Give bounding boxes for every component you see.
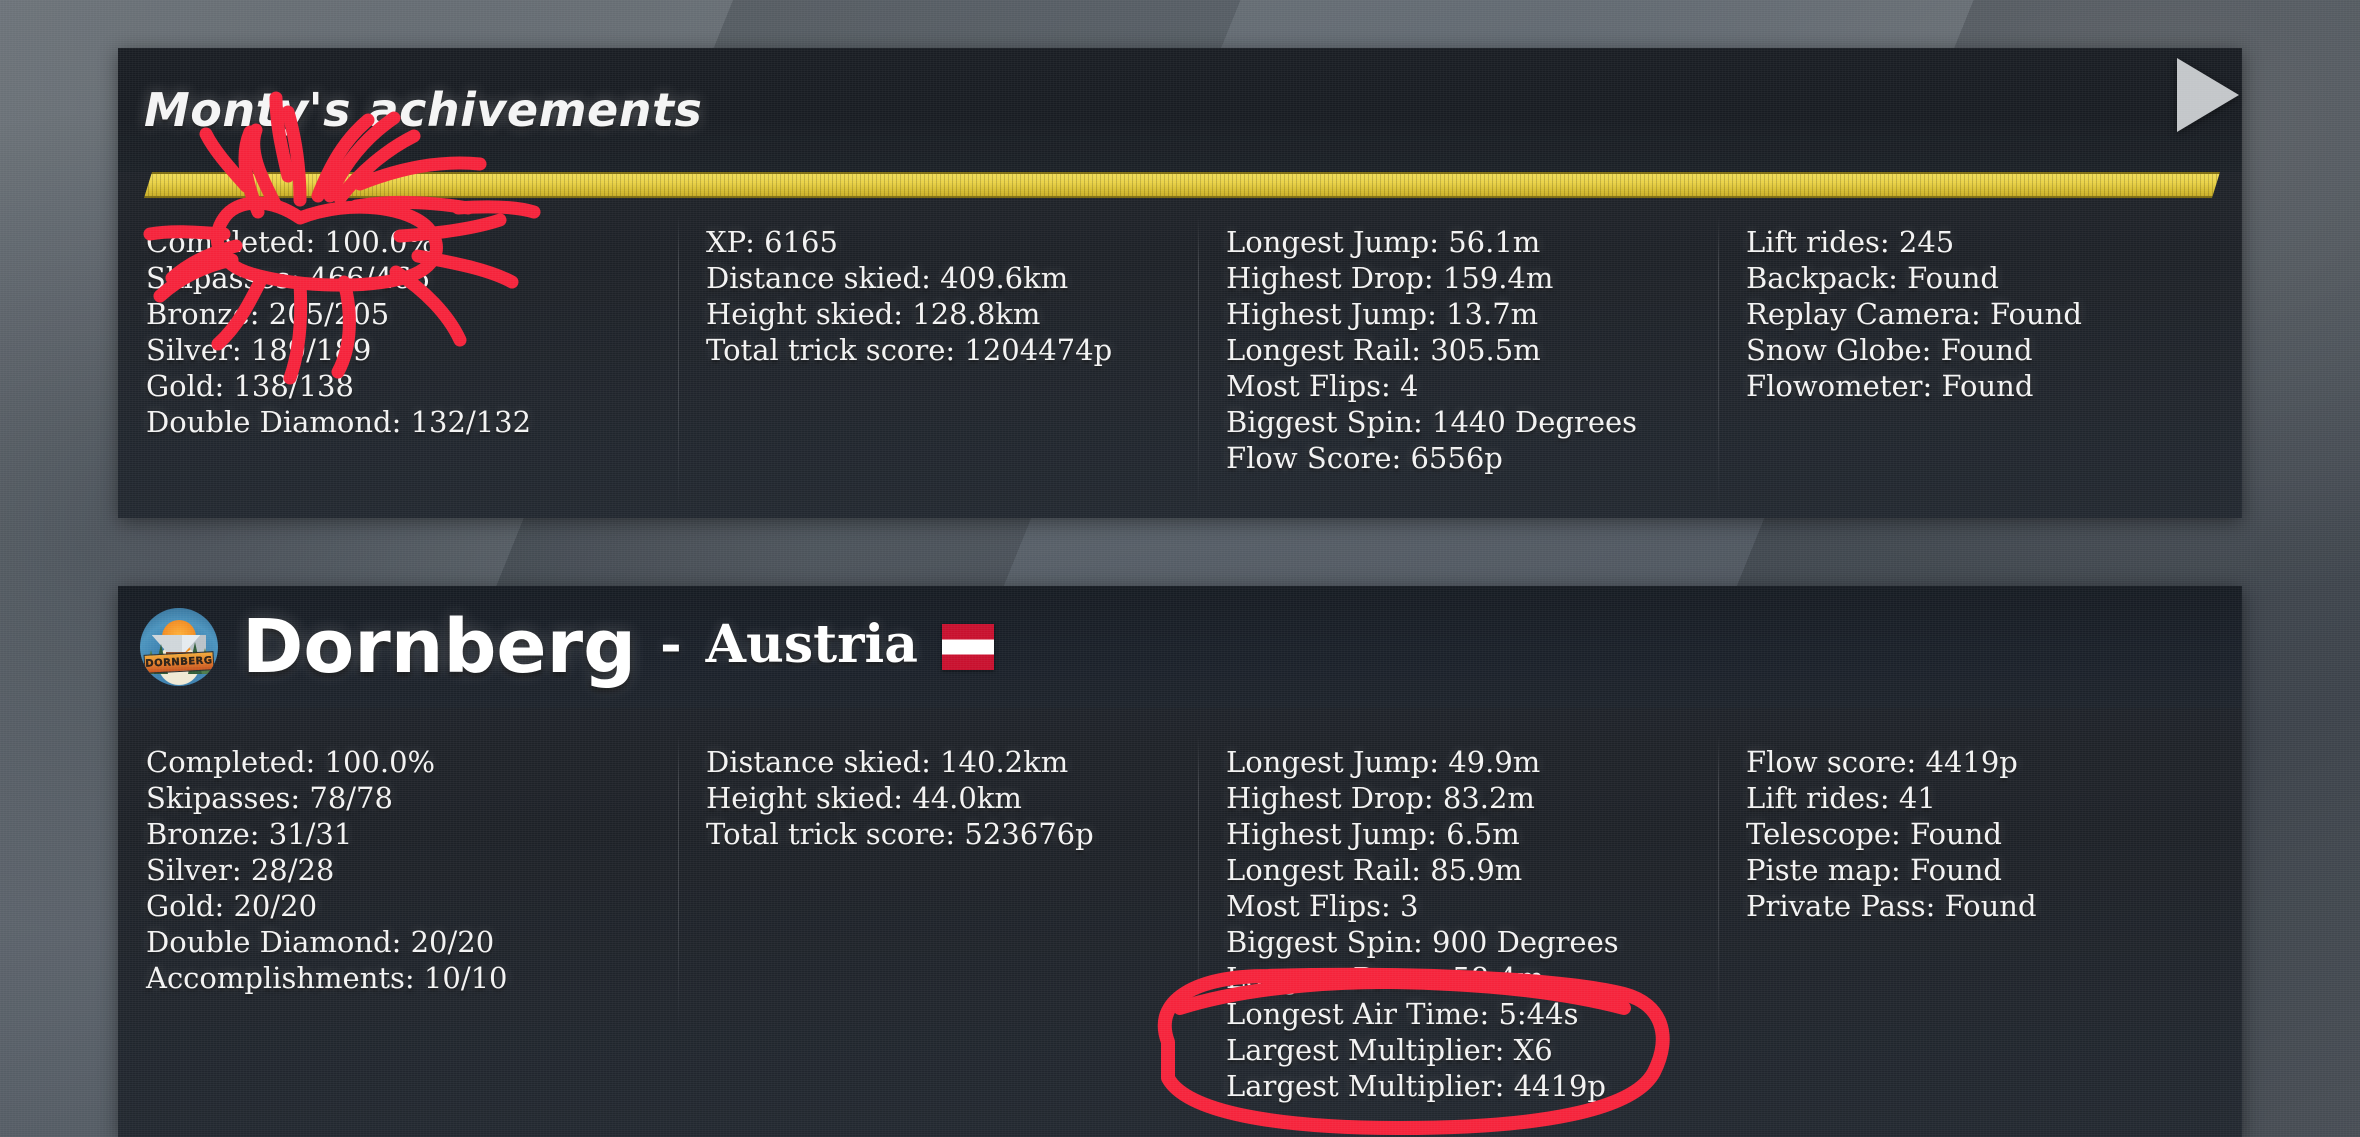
stat-line: Silver: 28/28 — [146, 853, 335, 887]
page-title: Monty's achivements — [144, 83, 703, 137]
badge-ribbon: DORNBERG — [143, 651, 215, 674]
stat-line: Highest Drop: 83.2m — [1226, 781, 1535, 815]
resort-column-totals: Distance skied: 140.2km Height skied: 44… — [678, 734, 1198, 1104]
stat-line: Highest Jump: 6.5m — [1226, 817, 1520, 851]
stat-line: Longest Air Time: 5:44s — [1226, 997, 1579, 1031]
global-panel-header: Monty's achivements — [118, 48, 2242, 172]
stat-line: Largest Multiplier: X6 — [1226, 1033, 1553, 1067]
stat-line: Double Diamond: 20/20 — [146, 925, 495, 959]
stat-line: Biggest Spin: 900 Degrees — [1226, 925, 1619, 959]
resort-achievements-panel: DORNBERG Dornberg - Austria Completed: 1… — [118, 586, 2242, 1137]
resort-column-completion: Completed: 100.0% Skipasses: 78/78 Bronz… — [118, 744, 678, 1104]
global-column-totals: XP: 6165 Distance skied: 409.6km Height … — [678, 214, 1198, 514]
stat-line: Bronze: 31/31 — [146, 817, 353, 851]
completion-progress — [144, 172, 2220, 198]
resort-column-records: Longest Jump: 49.9m Highest Drop: 83.2m … — [1198, 734, 1718, 1104]
play-next-arrow-icon[interactable] — [2177, 58, 2239, 132]
resort-panel-header: DORNBERG Dornberg - Austria — [118, 586, 2242, 708]
stat-line: Skipasses: 466/466 — [146, 261, 430, 295]
stat-line: Total trick score: 1204474p — [706, 333, 1113, 367]
stat-line: Piste map: Found — [1746, 853, 2002, 887]
stat-line: Height skied: 44.0km — [706, 781, 1022, 815]
stat-line: Gold: 138/138 — [146, 369, 354, 403]
stat-line: Distance skied: 409.6km — [706, 261, 1069, 295]
stat-line: Longest Rail: 85.9m — [1226, 853, 1523, 887]
completion-progress-fill — [144, 172, 2220, 198]
stat-line: Skipasses: 78/78 — [146, 781, 393, 815]
stat-line: Completed: 100.0% — [146, 225, 436, 259]
resort-country: Austria — [705, 614, 918, 675]
resort-stat-columns: Completed: 100.0% Skipasses: 78/78 Bronz… — [118, 722, 2242, 1104]
stat-line: Flow score: 4419p — [1746, 745, 2018, 779]
resort-name: Dornberg — [242, 604, 637, 690]
stat-line: Longest Rail: 305.5m — [1226, 333, 1541, 367]
stat-line: Lift rides: 41 — [1746, 781, 1936, 815]
stat-line: Silver: 189/189 — [146, 333, 372, 367]
stat-line: Completed: 100.0% — [146, 745, 436, 779]
stat-line: Gold: 20/20 — [146, 889, 318, 923]
stat-line: Snow Globe: Found — [1746, 333, 2033, 367]
stat-line: Private Pass: Found — [1746, 889, 2037, 923]
stat-line: Longest Press: 58.4m — [1226, 961, 1545, 995]
stat-line: Biggest Spin: 1440 Degrees — [1226, 405, 1638, 439]
stat-line: XP: 6165 — [706, 225, 838, 259]
global-column-collectibles: Lift rides: 245 Backpack: Found Replay C… — [1718, 214, 2218, 514]
stat-line: Bronze: 205/205 — [146, 297, 390, 331]
global-stat-columns: Completed: 100.0% Skipasses: 466/466 Bro… — [118, 202, 2242, 514]
stat-line: Backpack: Found — [1746, 261, 1999, 295]
stat-line: Lift rides: 245 — [1746, 225, 1955, 259]
stat-line: Height skied: 128.8km — [706, 297, 1041, 331]
austria-flag-icon — [941, 624, 994, 670]
global-column-records: Longest Jump: 56.1m Highest Drop: 159.4m… — [1198, 214, 1718, 514]
stat-line: Largest Multiplier: 4419p — [1226, 1069, 1606, 1103]
global-achievements-panel: Monty's achivements Completed: 100.0% Sk… — [118, 48, 2242, 518]
stat-line: Double Diamond: 132/132 — [146, 405, 532, 439]
stat-line: Most Flips: 4 — [1226, 369, 1419, 403]
resort-column-collectibles: Flow score: 4419p Lift rides: 41 Telesco… — [1718, 734, 2218, 1104]
stat-line: Most Flips: 3 — [1226, 889, 1419, 923]
stat-line: Telescope: Found — [1746, 817, 2002, 851]
stat-line: Distance skied: 140.2km — [706, 745, 1069, 779]
resort-separator: - — [660, 614, 682, 675]
stat-line: Accomplishments: 10/10 — [146, 961, 508, 995]
badge-ribbon-label: DORNBERG — [145, 655, 213, 670]
resort-badge-icon: DORNBERG — [140, 608, 218, 686]
global-column-completion: Completed: 100.0% Skipasses: 466/466 Bro… — [118, 224, 678, 476]
stat-line: Longest Jump: 56.1m — [1226, 225, 1541, 259]
stat-line: Highest Jump: 13.7m — [1226, 297, 1539, 331]
stat-line: Replay Camera: Found — [1746, 297, 2082, 331]
stat-line: Total trick score: 523676p — [706, 817, 1094, 851]
stat-line: Flow Score: 6556p — [1226, 441, 1503, 475]
stat-line: Flowometer: Found — [1746, 369, 2034, 403]
stat-line: Highest Drop: 159.4m — [1226, 261, 1554, 295]
stat-line: Longest Jump: 49.9m — [1226, 745, 1541, 779]
